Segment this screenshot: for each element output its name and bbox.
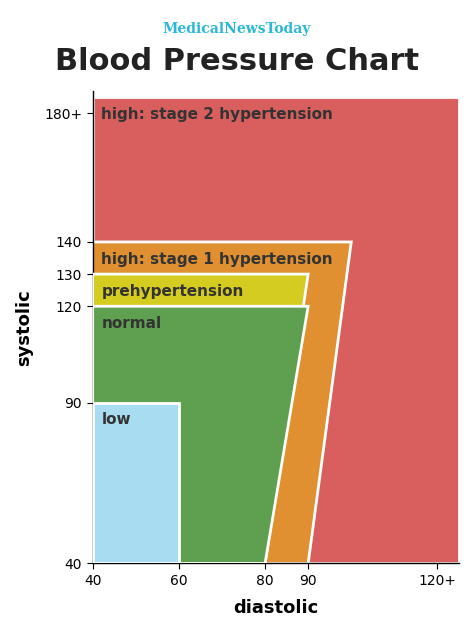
Polygon shape bbox=[92, 274, 308, 564]
Polygon shape bbox=[92, 403, 179, 564]
Text: prehypertension: prehypertension bbox=[101, 284, 244, 299]
Text: high: stage 1 hypertension: high: stage 1 hypertension bbox=[101, 252, 333, 267]
Polygon shape bbox=[92, 307, 308, 564]
Text: Blood Pressure Chart: Blood Pressure Chart bbox=[55, 47, 419, 76]
Text: normal: normal bbox=[101, 316, 162, 331]
X-axis label: diastolic: diastolic bbox=[233, 599, 319, 617]
Y-axis label: systolic: systolic bbox=[15, 289, 33, 365]
Text: high: stage 2 hypertension: high: stage 2 hypertension bbox=[101, 107, 333, 122]
Text: MedicalNewsToday: MedicalNewsToday bbox=[163, 22, 311, 36]
Polygon shape bbox=[92, 242, 351, 564]
Polygon shape bbox=[92, 97, 459, 564]
Text: low: low bbox=[101, 412, 131, 427]
